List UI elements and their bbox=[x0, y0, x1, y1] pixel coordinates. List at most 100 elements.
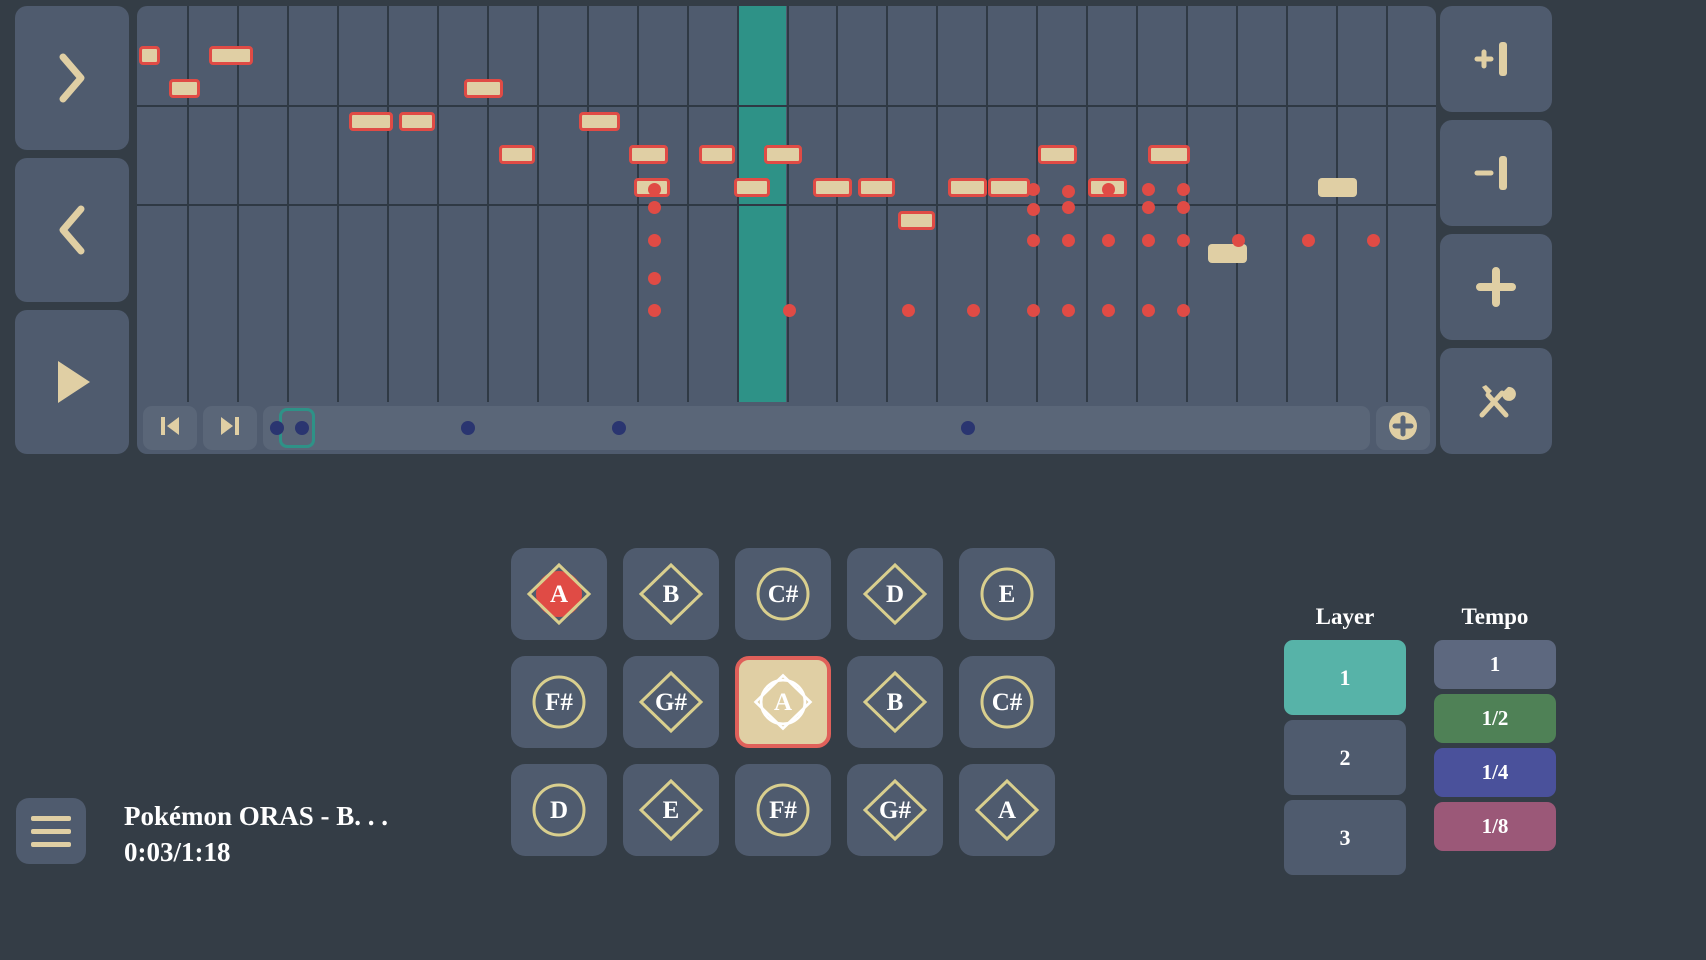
scrubber-marker[interactable] bbox=[460, 421, 475, 435]
layer-item-1[interactable]: 1 bbox=[1284, 640, 1406, 715]
circle-icon bbox=[532, 675, 586, 729]
tempo-item-1-2[interactable]: 1/2 bbox=[1434, 694, 1556, 743]
grid-note[interactable] bbox=[1208, 244, 1248, 263]
left-control-rail bbox=[15, 6, 129, 454]
grid-dot-note[interactable] bbox=[1177, 303, 1191, 317]
tempo-item-1-4[interactable]: 1/4 bbox=[1434, 748, 1556, 797]
grid-dot-note[interactable] bbox=[1102, 183, 1116, 197]
grid-dot-note[interactable] bbox=[1142, 183, 1156, 197]
grid-dot-note[interactable] bbox=[1142, 303, 1156, 317]
grid-dot-note[interactable] bbox=[1027, 203, 1041, 216]
remove-bar-icon bbox=[1471, 148, 1521, 198]
grid-dot-note[interactable] bbox=[1062, 184, 1076, 198]
note-pad-E-2-1[interactable]: E bbox=[623, 764, 719, 856]
note-pad-B-0-1[interactable]: B bbox=[623, 548, 719, 640]
note-pad-Csharp-1-4[interactable]: C# bbox=[959, 656, 1055, 748]
note-pad-Fsharp-2-2[interactable]: F# bbox=[735, 764, 831, 856]
grid-dot-note[interactable] bbox=[1062, 234, 1076, 248]
grid-dot-note[interactable] bbox=[1027, 303, 1041, 317]
grid-dot-note[interactable] bbox=[1367, 234, 1381, 248]
grid-dot-note[interactable] bbox=[1062, 303, 1076, 317]
note-grid-surface[interactable] bbox=[137, 6, 1436, 402]
note-pad-A-0-0[interactable]: A bbox=[511, 548, 607, 640]
note-pad-D-2-0[interactable]: D bbox=[511, 764, 607, 856]
scrubber-marker[interactable] bbox=[294, 421, 309, 435]
play-button[interactable] bbox=[15, 310, 129, 454]
note-pad-Gsharp-1-1[interactable]: G# bbox=[623, 656, 719, 748]
grid-note[interactable] bbox=[1318, 178, 1358, 197]
hamburger-menu-button[interactable] bbox=[16, 798, 86, 864]
grid-note[interactable] bbox=[578, 112, 621, 131]
scrubber-marker[interactable] bbox=[612, 421, 627, 435]
grid-note[interactable] bbox=[348, 112, 393, 131]
layer-item-3[interactable]: 3 bbox=[1284, 800, 1406, 875]
skip-to-end-button[interactable] bbox=[203, 406, 257, 450]
note-pad-Fsharp-1-0[interactable]: F# bbox=[511, 656, 607, 748]
grid-dot-note[interactable] bbox=[1102, 303, 1116, 317]
note-pad-Gsharp-2-3[interactable]: G# bbox=[847, 764, 943, 856]
scrubber-marker[interactable] bbox=[270, 421, 285, 435]
note-pad-A-1-2[interactable]: A bbox=[735, 656, 831, 748]
note-pad-B-1-3[interactable]: B bbox=[847, 656, 943, 748]
note-pad-A-2-4[interactable]: A bbox=[959, 764, 1055, 856]
grid-dot-note[interactable] bbox=[647, 303, 661, 317]
skip-to-start-button[interactable] bbox=[143, 406, 197, 450]
grid-note[interactable] bbox=[858, 178, 895, 197]
grid-dot-note[interactable] bbox=[1232, 234, 1246, 248]
layer-item-2[interactable]: 2 bbox=[1284, 720, 1406, 795]
grid-note[interactable] bbox=[168, 79, 201, 98]
grid-note[interactable] bbox=[139, 46, 161, 65]
add-section-button[interactable] bbox=[1376, 406, 1430, 450]
grid-dot-note[interactable] bbox=[647, 201, 661, 215]
grid-dot-note[interactable] bbox=[782, 303, 796, 317]
grid-dot-note[interactable] bbox=[1177, 234, 1191, 248]
note-pad-E-0-4[interactable]: E bbox=[959, 548, 1055, 640]
scrubber-marker[interactable] bbox=[961, 421, 976, 435]
grid-note[interactable] bbox=[733, 178, 770, 197]
next-page-button[interactable] bbox=[15, 6, 129, 150]
remove-bar-button[interactable] bbox=[1440, 120, 1552, 226]
note-pad-label: B bbox=[886, 688, 904, 716]
grid-dot-note[interactable] bbox=[1027, 183, 1041, 197]
add-bar-button[interactable] bbox=[1440, 6, 1552, 112]
grid-note[interactable] bbox=[628, 145, 668, 164]
grid-note[interactable] bbox=[898, 211, 935, 230]
grid-dot-note[interactable] bbox=[647, 183, 661, 197]
note-pad-D-0-3[interactable]: D bbox=[847, 548, 943, 640]
tools-button[interactable] bbox=[1440, 348, 1552, 454]
grid-note[interactable] bbox=[1148, 145, 1190, 164]
tempo-item-1-8[interactable]: 1/8 bbox=[1434, 802, 1556, 851]
grid-dot-note[interactable] bbox=[1102, 234, 1116, 248]
plus-button[interactable] bbox=[1440, 234, 1552, 340]
grid-note[interactable] bbox=[698, 145, 736, 164]
note-grid-panel[interactable] bbox=[137, 6, 1436, 454]
grid-dot-note[interactable] bbox=[1142, 201, 1156, 215]
note-pad-label: B bbox=[662, 580, 680, 608]
grid-dot-note[interactable] bbox=[1062, 201, 1076, 215]
grid-note[interactable] bbox=[463, 79, 503, 98]
grid-dot-note[interactable] bbox=[967, 303, 981, 317]
grid-dot-note[interactable] bbox=[902, 303, 916, 317]
grid-note[interactable] bbox=[763, 145, 803, 164]
grid-note[interactable] bbox=[988, 178, 1030, 197]
grid-dot-note[interactable] bbox=[647, 234, 661, 248]
scrubber-track[interactable] bbox=[263, 406, 1370, 450]
grid-dot-note[interactable] bbox=[1302, 234, 1316, 248]
grid-note[interactable] bbox=[948, 178, 988, 197]
grid-dot-note[interactable] bbox=[1027, 234, 1041, 248]
grid-note[interactable] bbox=[498, 145, 536, 164]
note-pad-Csharp-0-2[interactable]: C# bbox=[735, 548, 831, 640]
tempo-item-1[interactable]: 1 bbox=[1434, 640, 1556, 689]
grid-dot-note[interactable] bbox=[647, 272, 661, 286]
grid-dot-note[interactable] bbox=[1177, 201, 1191, 215]
grid-dot-note[interactable] bbox=[1177, 183, 1191, 197]
hamburger-icon bbox=[31, 815, 71, 847]
song-title: Pokémon ORAS - B. . . bbox=[124, 801, 389, 831]
grid-note[interactable] bbox=[813, 178, 853, 197]
grid-note[interactable] bbox=[1038, 145, 1078, 164]
grid-dot-note[interactable] bbox=[1142, 234, 1156, 248]
grid-note[interactable] bbox=[398, 112, 436, 131]
grid-note[interactable] bbox=[208, 46, 253, 65]
diamond-icon bbox=[753, 673, 813, 731]
prev-page-button[interactable] bbox=[15, 158, 129, 302]
